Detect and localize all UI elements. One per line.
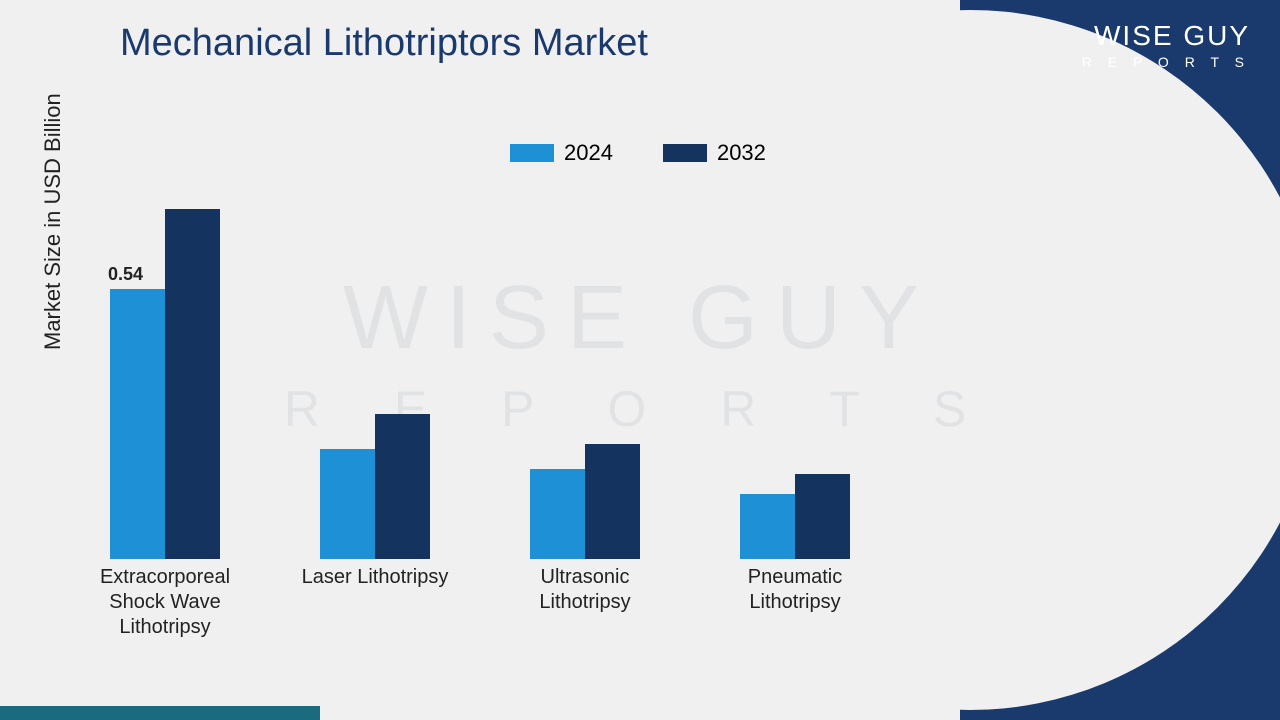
bar-group — [110, 209, 260, 559]
bar — [795, 474, 850, 559]
category-label: Laser Lithotripsy — [295, 565, 455, 590]
category-label: Extracorporeal Shock Wave Lithotripsy — [85, 565, 245, 640]
bar — [740, 494, 795, 559]
plot: 0.54Extracorporeal Shock Wave Lithotrips… — [100, 160, 950, 560]
bar-group — [530, 444, 680, 559]
chart-title: Mechanical Lithotriptors Market — [120, 22, 648, 65]
bar — [110, 289, 165, 559]
brand-logo-sub: R E P O R T S — [1082, 54, 1250, 70]
chart-area: 0.54Extracorporeal Shock Wave Lithotrips… — [100, 160, 950, 560]
bar — [530, 469, 585, 559]
bar — [320, 449, 375, 559]
bar-group — [320, 414, 470, 559]
bar-group — [740, 474, 890, 559]
category-label: Ultrasonic Lithotripsy — [505, 565, 665, 615]
bar — [375, 414, 430, 559]
bar-value-label: 0.54 — [108, 264, 143, 285]
brand-logo-main: WISE GUY — [1082, 20, 1250, 52]
bar — [585, 444, 640, 559]
bar — [165, 209, 220, 559]
y-axis-label: Market Size in USD Billion — [40, 93, 66, 350]
brand-logo: WISE GUY R E P O R T S — [1082, 20, 1250, 70]
category-label: Pneumatic Lithotripsy — [715, 565, 875, 615]
accent-bar — [0, 706, 320, 720]
